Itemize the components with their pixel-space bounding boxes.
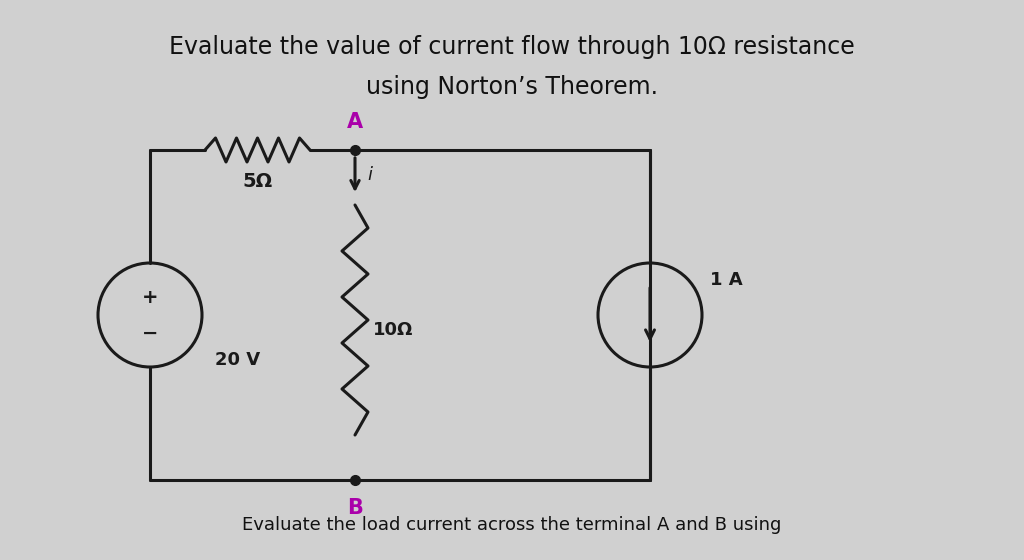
- Text: 10Ω: 10Ω: [373, 321, 414, 339]
- Text: +: +: [141, 287, 159, 306]
- Text: A: A: [347, 112, 364, 132]
- Text: i: i: [367, 166, 372, 184]
- Text: 5Ω: 5Ω: [243, 172, 272, 191]
- Text: Evaluate the value of current flow through 10Ω resistance: Evaluate the value of current flow throu…: [169, 35, 855, 59]
- Text: −: −: [141, 324, 158, 343]
- Text: 20 V: 20 V: [215, 351, 260, 369]
- Text: Evaluate the load current across the terminal A and B using: Evaluate the load current across the ter…: [243, 516, 781, 534]
- Text: B: B: [347, 498, 362, 518]
- Text: using Norton’s Theorem.: using Norton’s Theorem.: [366, 75, 658, 99]
- Text: 1 A: 1 A: [710, 271, 742, 289]
